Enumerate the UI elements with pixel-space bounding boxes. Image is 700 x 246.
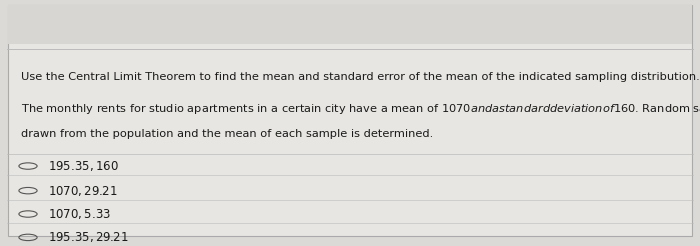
Text: $195.35, $160: $195.35, $160: [48, 159, 118, 173]
Text: 8 pts: 8 pts: [640, 19, 679, 33]
Text: $1070, $29.21: $1070, $29.21: [48, 184, 117, 198]
Text: The monthly rents for studio apartments in a certain city have a mean of $1070 a: The monthly rents for studio apartments …: [21, 103, 700, 116]
Text: Question 16: Question 16: [21, 19, 116, 33]
Text: Use the Central Limit Theorem to find the mean and standard error of the mean of: Use the Central Limit Theorem to find th…: [21, 73, 700, 82]
Text: $1070, $5.33: $1070, $5.33: [48, 207, 111, 221]
Text: drawn from the population and the mean of each sample is determined.: drawn from the population and the mean o…: [21, 129, 433, 139]
Text: $195.35, $29.21: $195.35, $29.21: [48, 231, 128, 244]
